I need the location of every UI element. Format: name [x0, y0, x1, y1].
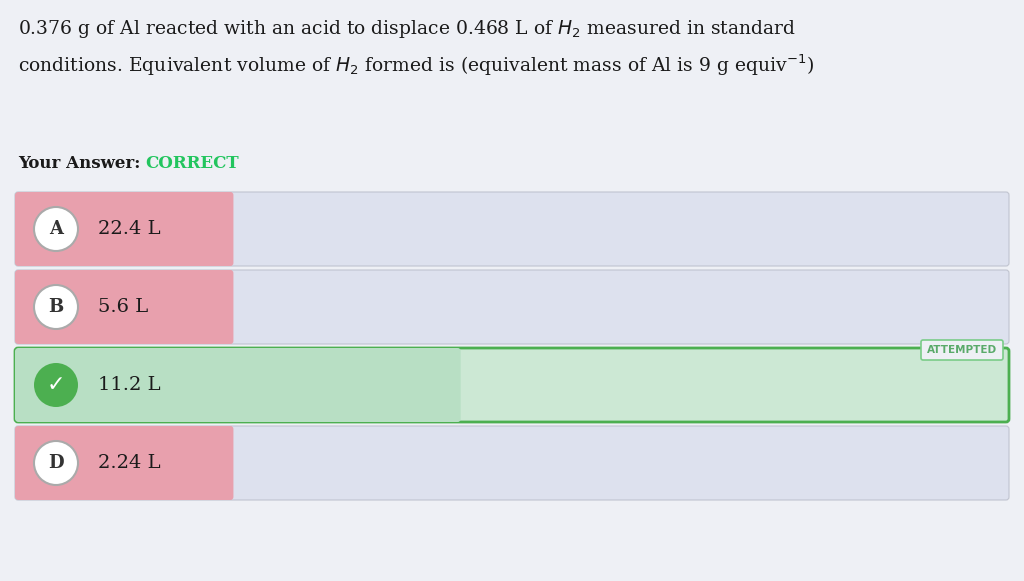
Text: ✓: ✓: [47, 375, 66, 395]
FancyBboxPatch shape: [15, 192, 233, 266]
FancyBboxPatch shape: [15, 348, 461, 422]
FancyBboxPatch shape: [15, 192, 1009, 266]
Text: conditions. Equivalent volume of $H_2$ formed is (equivalent mass of Al is 9 g e: conditions. Equivalent volume of $H_2$ f…: [18, 52, 814, 77]
FancyBboxPatch shape: [15, 270, 233, 344]
FancyBboxPatch shape: [15, 426, 233, 500]
FancyBboxPatch shape: [15, 348, 1009, 422]
Text: 0.376 g of Al reacted with an acid to displace 0.468 L of $H_2$ measured in stan: 0.376 g of Al reacted with an acid to di…: [18, 18, 796, 40]
Text: 22.4 L: 22.4 L: [98, 220, 161, 238]
FancyBboxPatch shape: [15, 270, 1009, 344]
Text: CORRECT: CORRECT: [145, 155, 239, 172]
Text: Your Answer:: Your Answer:: [18, 155, 140, 172]
Text: B: B: [48, 298, 63, 316]
Circle shape: [34, 441, 78, 485]
FancyBboxPatch shape: [921, 340, 1002, 360]
Text: 11.2 L: 11.2 L: [98, 376, 161, 394]
Circle shape: [34, 285, 78, 329]
Circle shape: [34, 363, 78, 407]
Text: 5.6 L: 5.6 L: [98, 298, 148, 316]
FancyBboxPatch shape: [15, 426, 1009, 500]
Text: D: D: [48, 454, 63, 472]
Text: 2.24 L: 2.24 L: [98, 454, 161, 472]
Circle shape: [34, 207, 78, 251]
Text: ATTEMPTED: ATTEMPTED: [927, 345, 997, 355]
Text: A: A: [49, 220, 63, 238]
